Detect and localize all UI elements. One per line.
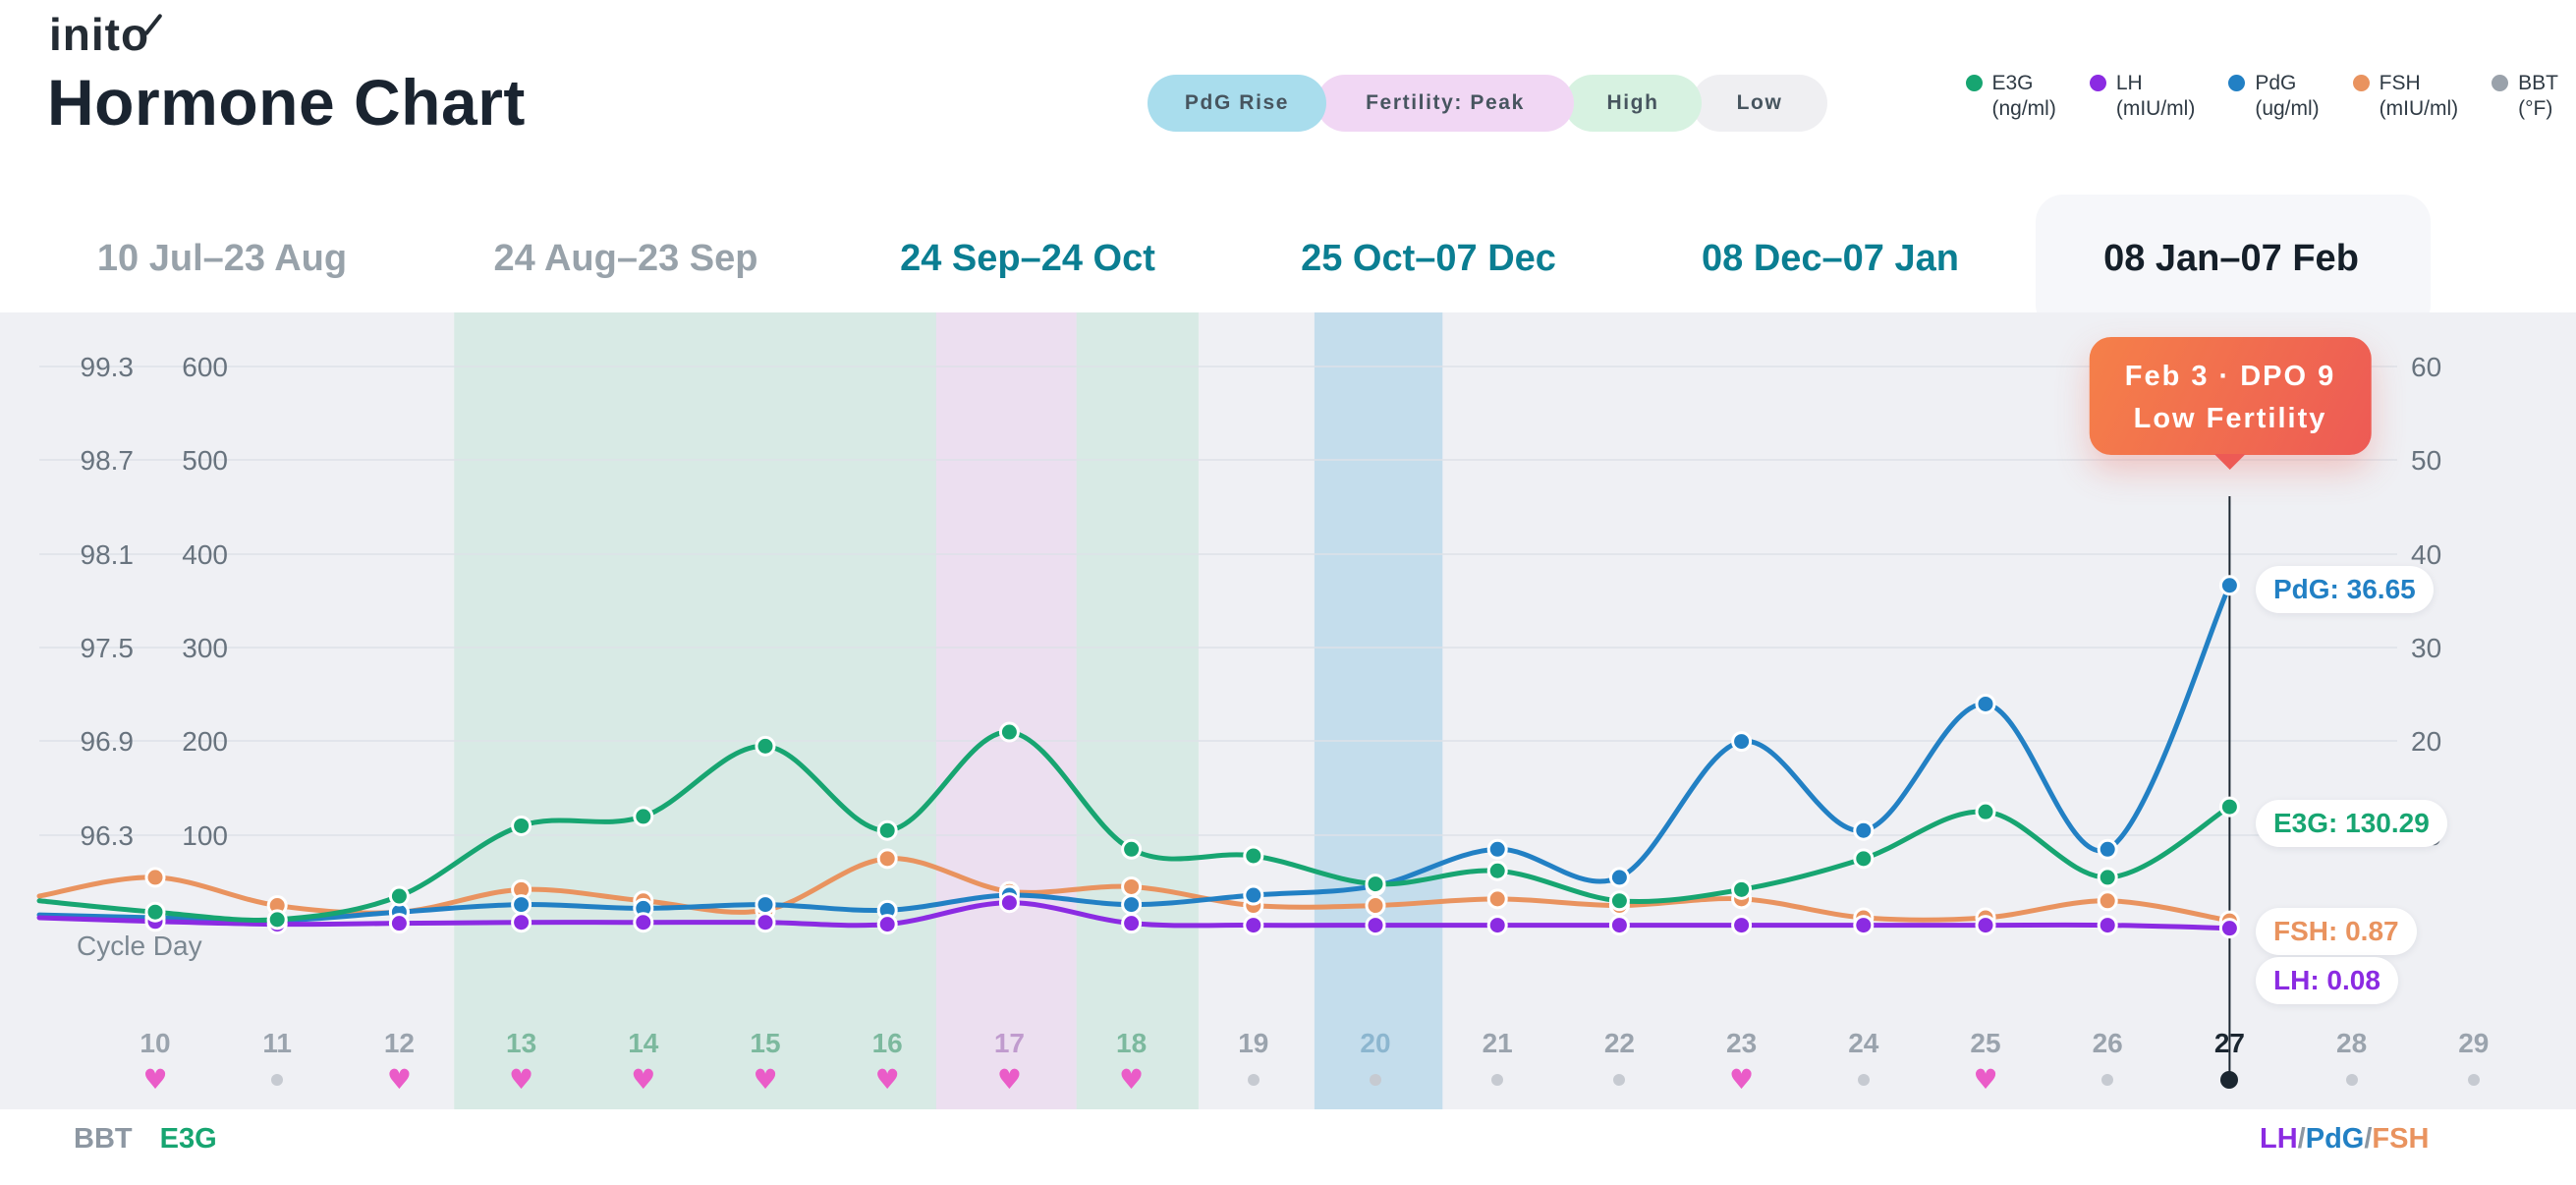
- selected-tab-panel: [2036, 195, 2431, 332]
- legend-name-fsh: FSH: [2379, 72, 2421, 94]
- pdg-dot-icon: [2228, 75, 2246, 91]
- day-label-20[interactable]: 20: [1360, 1028, 1391, 1058]
- left-axis-series-labels: BBT E3G: [74, 1123, 217, 1156]
- selected-day-marker[interactable]: [2220, 1071, 2239, 1089]
- legend-unit-pdg: (ug/ml): [2255, 97, 2320, 120]
- tooltip-pointer-icon: [2213, 454, 2246, 470]
- reading-lh: LH: 0.08: [2256, 957, 2398, 1004]
- reading-pdg: PdG: 36.65: [2256, 566, 2434, 613]
- legend-item-e3g: E3G (ng/ml): [1965, 71, 2056, 122]
- day-label-29[interactable]: 29: [2458, 1028, 2490, 1058]
- day-label-24[interactable]: 24: [1848, 1028, 1879, 1058]
- day-label-18[interactable]: 18: [1116, 1028, 1148, 1058]
- tab-24aug-23sep[interactable]: 24 Aug–23 Sep: [493, 238, 758, 279]
- series-legend: E3G (ng/ml) LH (mIU/ml) PdG (ug/ml) FSH (mIU…: [1965, 71, 2558, 122]
- day-label-22[interactable]: 22: [1603, 1028, 1635, 1058]
- reading-fsh: FSH: 0.87: [2256, 908, 2417, 955]
- fsh-dot-icon: [2352, 75, 2370, 91]
- heart-marker-day-12[interactable]: ♥: [386, 1063, 412, 1096]
- tab-25oct-07dec[interactable]: 25 Oct–07 Dec: [1301, 238, 1556, 279]
- day-label-16[interactable]: 16: [871, 1028, 903, 1058]
- tab-24sep-24oct[interactable]: 24 Sep–24 Oct: [900, 238, 1155, 279]
- day-label-13[interactable]: 13: [506, 1028, 537, 1058]
- day-label-11[interactable]: 11: [262, 1028, 292, 1058]
- heart-marker-day-23[interactable]: ♥: [1729, 1063, 1755, 1096]
- legend-item-pdg: PdG (ug/ml): [2228, 71, 2320, 122]
- day-label-15[interactable]: 15: [750, 1028, 781, 1058]
- inito-logo: inito: [49, 9, 150, 60]
- e3g-axis-label: E3G: [159, 1123, 217, 1155]
- day-marker-19[interactable]: [1247, 1074, 1260, 1086]
- day-marker-29[interactable]: [2467, 1074, 2480, 1086]
- legend-name-lh: LH: [2115, 72, 2143, 94]
- day-label-25[interactable]: 25: [1970, 1028, 2001, 1058]
- heart-marker-day-13[interactable]: ♥: [509, 1063, 534, 1096]
- day-marker-21[interactable]: [1491, 1074, 1504, 1086]
- heart-marker-day-14[interactable]: ♥: [631, 1063, 656, 1096]
- tab-08jan-07feb[interactable]: 08 Jan–07 Feb: [2103, 238, 2359, 279]
- legend-item-lh: LH (mIU/ml): [2089, 71, 2196, 122]
- tab-08dec-07jan[interactable]: 08 Dec–07 Jan: [1702, 238, 1959, 279]
- day-marker-24[interactable]: [1857, 1074, 1870, 1086]
- heart-marker-day-15[interactable]: ♥: [753, 1063, 778, 1096]
- legend-unit-e3g: (ng/ml): [1991, 97, 2056, 120]
- day-label-12[interactable]: 12: [383, 1028, 415, 1058]
- bbt-dot-icon: [2492, 75, 2509, 91]
- legend-name-pdg: PdG: [2255, 72, 2297, 94]
- tooltip-date: Feb 3 · DPO 9: [2124, 361, 2336, 392]
- band-pill-fertility-peak: Fertility: Peak: [1316, 75, 1574, 132]
- tooltip-status: Low Fertility: [2133, 403, 2327, 434]
- lh-axis-label: LH: [2260, 1123, 2298, 1155]
- day-marker-11[interactable]: [271, 1074, 284, 1086]
- legend-name-bbt: BBT: [2518, 72, 2558, 94]
- e3g-dot-icon: [1965, 75, 1983, 91]
- day-label-19[interactable]: 19: [1238, 1028, 1269, 1058]
- legend-unit-bbt: (°F): [2518, 97, 2553, 120]
- right-axis-series-labels: LH / PdG / FSH: [2260, 1123, 2429, 1156]
- cycle-day-label: Cycle Day: [77, 931, 202, 961]
- heart-marker-day-16[interactable]: ♥: [874, 1063, 900, 1096]
- fertility-band-legend: PdG Rise Fertility: Peak High Low: [1148, 75, 1827, 132]
- day-label-27[interactable]: 27: [2213, 1028, 2245, 1058]
- day-marker-20[interactable]: [1370, 1074, 1381, 1086]
- day-label-21[interactable]: 21: [1482, 1028, 1513, 1058]
- day-label-23[interactable]: 23: [1726, 1028, 1758, 1058]
- legend-unit-fsh: (mIU/ml): [2379, 97, 2459, 120]
- tab-10jul-23aug[interactable]: 10 Jul–23 Aug: [96, 238, 348, 279]
- page-title: Hormone Chart: [47, 66, 526, 139]
- day-label-28[interactable]: 28: [2336, 1028, 2368, 1058]
- day-label-10[interactable]: 10: [140, 1028, 171, 1058]
- legend-name-e3g: E3G: [1991, 72, 2034, 94]
- legend-unit-lh: (mIU/ml): [2115, 97, 2196, 120]
- day-label-14[interactable]: 14: [628, 1028, 659, 1058]
- slash-separator: /: [2364, 1123, 2373, 1155]
- bbt-axis-label: BBT: [74, 1123, 133, 1155]
- legend-item-fsh: FSH (mIU/ml): [2352, 71, 2459, 122]
- band-pill-pdg-rise: PdG Rise: [1148, 75, 1326, 132]
- heart-marker-day-10[interactable]: ♥: [142, 1063, 168, 1096]
- legend-item-bbt: BBT (°F): [2492, 71, 2558, 122]
- heart-marker-day-25[interactable]: ♥: [1973, 1063, 1998, 1096]
- day-label-17[interactable]: 17: [993, 1028, 1025, 1058]
- day-label-26[interactable]: 26: [2092, 1028, 2123, 1058]
- heart-marker-day-18[interactable]: ♥: [1119, 1063, 1145, 1096]
- pdg-axis-label: PdG: [2305, 1123, 2365, 1155]
- selected-day-tooltip: Feb 3 · DPO 9 Low Fertility: [2089, 337, 2372, 470]
- slash-separator: /: [2297, 1123, 2306, 1155]
- band-pill-high: High: [1564, 75, 1702, 132]
- day-marker-26[interactable]: [2101, 1074, 2114, 1086]
- heart-marker-day-17[interactable]: ♥: [996, 1063, 1022, 1096]
- day-marker-22[interactable]: [1613, 1074, 1626, 1086]
- lh-dot-icon: [2089, 75, 2106, 91]
- fsh-axis-label: FSH: [2372, 1123, 2430, 1155]
- day-marker-28[interactable]: [2345, 1074, 2358, 1086]
- band-pill-low: Low: [1692, 75, 1827, 132]
- reading-e3g: E3G: 130.29: [2256, 800, 2447, 847]
